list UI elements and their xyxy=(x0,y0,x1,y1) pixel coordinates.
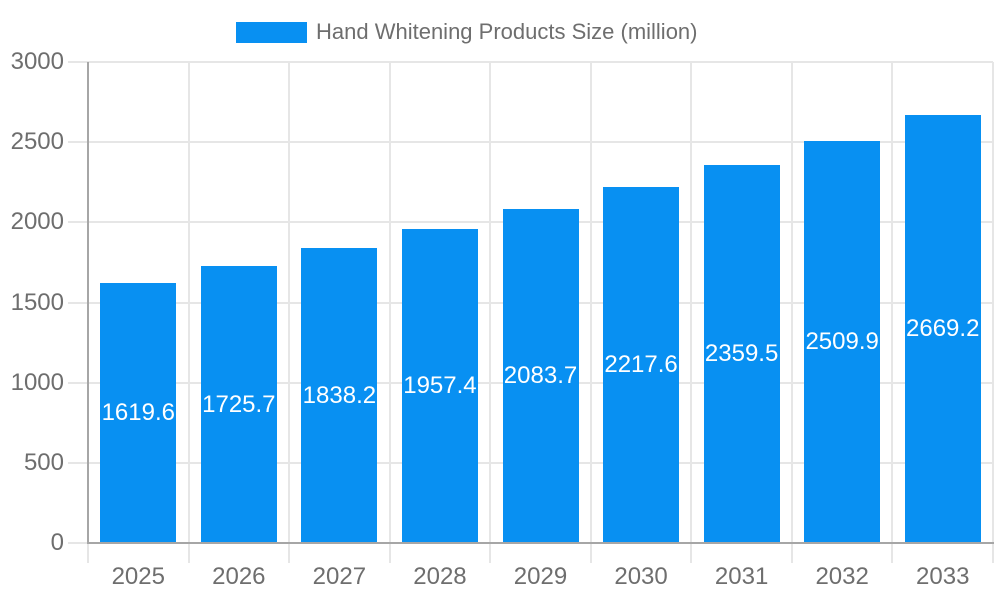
x-tick-label: 2032 xyxy=(815,563,869,590)
x-tick xyxy=(187,543,190,563)
y-tick xyxy=(68,542,88,544)
bar-value-label: 2509.9 xyxy=(805,327,879,355)
y-tick xyxy=(68,301,88,304)
x-gridline xyxy=(992,62,994,543)
x-tick xyxy=(87,543,89,563)
x-gridline xyxy=(891,62,894,543)
x-tick xyxy=(388,543,391,563)
x-tick-label: 2029 xyxy=(513,563,568,590)
bar xyxy=(301,248,378,543)
y-tick xyxy=(68,461,88,464)
x-gridline xyxy=(790,62,793,543)
x-tick-label: 2028 xyxy=(413,563,467,590)
x-tick xyxy=(790,543,793,563)
y-gridline xyxy=(88,61,993,63)
plot-area: 0 500 1000 1500 2000 2500 3000 1619.6 2025 1725.7… xyxy=(11,49,994,590)
bar xyxy=(100,283,177,543)
x-tick-label: 2026 xyxy=(212,563,266,590)
x-tick xyxy=(288,543,291,563)
y-tick xyxy=(68,221,88,224)
bar-value-label: 2083.7 xyxy=(503,361,578,389)
y-tick xyxy=(68,61,88,63)
x-gridline xyxy=(388,62,391,543)
y-tick-label: 1500 xyxy=(10,288,64,316)
bar-value-label: 2359.5 xyxy=(704,339,779,367)
y-tick xyxy=(68,381,88,384)
bar-value-label: 1838.2 xyxy=(302,381,377,409)
x-gridline xyxy=(489,62,492,543)
x-axis-line xyxy=(87,542,994,544)
bar xyxy=(703,164,780,543)
bar-value-label: 1957.4 xyxy=(403,372,477,400)
bar xyxy=(904,115,981,543)
y-tick-label: 2000 xyxy=(10,208,64,236)
bar xyxy=(603,187,680,543)
legend[interactable]: Hand Whitening Products Size (million) xyxy=(236,19,698,45)
x-tick xyxy=(891,543,894,563)
x-gridline xyxy=(288,62,291,543)
x-tick-label: 2030 xyxy=(614,563,668,590)
x-tick-label: 2033 xyxy=(916,563,970,590)
y-gridline xyxy=(88,141,993,144)
bar xyxy=(502,208,579,543)
y-tick xyxy=(68,141,88,144)
y-tick-label: 500 xyxy=(23,448,64,476)
x-gridline xyxy=(589,62,592,543)
x-tick xyxy=(589,543,592,563)
bar xyxy=(200,266,277,543)
x-tick-label: 2031 xyxy=(714,563,769,590)
x-tick xyxy=(992,543,994,563)
x-tick xyxy=(690,543,693,563)
legend-swatch xyxy=(236,21,307,43)
bar xyxy=(804,140,881,543)
bar xyxy=(401,229,478,543)
bar-value-label: 1725.7 xyxy=(202,390,276,418)
x-tick-label: 2027 xyxy=(312,563,367,590)
x-gridline xyxy=(187,62,190,543)
x-tick-label: 2025 xyxy=(111,563,165,590)
y-axis-line xyxy=(87,62,89,543)
bar-value-label: 2217.6 xyxy=(604,351,678,379)
x-gridline xyxy=(690,62,693,543)
y-tick-label: 1000 xyxy=(10,368,64,396)
y-tick-label: 0 xyxy=(50,529,64,556)
bar-value-label: 2669.2 xyxy=(906,315,980,343)
legend-label: Hand Whitening Products Size (million) xyxy=(316,19,698,44)
y-tick-label: 3000 xyxy=(10,48,64,75)
x-tick xyxy=(489,543,492,563)
y-tick-label: 2500 xyxy=(10,128,64,156)
bar-value-label: 1619.6 xyxy=(101,399,175,427)
